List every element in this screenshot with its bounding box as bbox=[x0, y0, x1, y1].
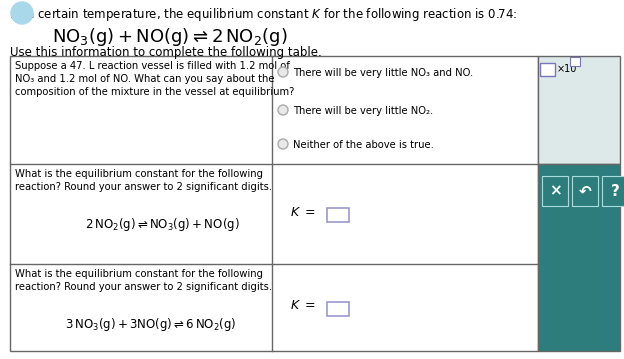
Text: At a certain temperature, the equilibrium constant $K$ for the following reactio: At a certain temperature, the equilibriu… bbox=[10, 6, 517, 23]
Text: There will be very little NO₂.: There will be very little NO₂. bbox=[293, 106, 433, 116]
Text: What is the equilibrium constant for the following
reaction? Round your answer t: What is the equilibrium constant for the… bbox=[15, 169, 272, 192]
Bar bbox=[327, 208, 349, 222]
Bar bbox=[572, 176, 598, 206]
Text: $K\;=$: $K\;=$ bbox=[290, 205, 315, 219]
Bar bbox=[538, 56, 620, 164]
Circle shape bbox=[278, 67, 288, 77]
Text: $K\;=$: $K\;=$ bbox=[290, 299, 315, 312]
Bar bbox=[542, 176, 568, 206]
Bar bbox=[327, 302, 349, 316]
Text: $2\,\mathrm{NO_2(g) \rightleftharpoons NO_3(g)+NO(g)}$: $2\,\mathrm{NO_2(g) \rightleftharpoons N… bbox=[85, 216, 240, 233]
Bar bbox=[10, 56, 538, 351]
Circle shape bbox=[278, 105, 288, 115]
Circle shape bbox=[278, 139, 288, 149]
Text: Suppose a 47. L reaction vessel is filled with 1.2 mol of
NO₃ and 1.2 mol of NO.: Suppose a 47. L reaction vessel is fille… bbox=[15, 61, 295, 97]
Bar bbox=[602, 176, 624, 206]
Text: What is the equilibrium constant for the following
reaction? Round your answer t: What is the equilibrium constant for the… bbox=[15, 269, 272, 292]
Text: There will be very little NO₃ and NO.: There will be very little NO₃ and NO. bbox=[293, 68, 473, 78]
Text: ↶: ↶ bbox=[578, 183, 592, 199]
Bar bbox=[538, 164, 620, 351]
Text: $3\,\mathrm{NO_3(g)+3NO(g) \rightleftharpoons 6\,NO_2(g)}$: $3\,\mathrm{NO_3(g)+3NO(g) \rightlefthar… bbox=[65, 316, 236, 333]
Bar bbox=[540, 63, 555, 76]
Text: Neither of the above is true.: Neither of the above is true. bbox=[293, 140, 434, 150]
Text: Use this information to complete the following table.: Use this information to complete the fol… bbox=[10, 46, 322, 59]
Text: ×10: ×10 bbox=[557, 64, 577, 74]
Circle shape bbox=[11, 2, 33, 24]
Bar bbox=[570, 57, 580, 66]
Text: ×: × bbox=[548, 183, 562, 199]
Text: ?: ? bbox=[610, 183, 620, 199]
Text: $\mathrm{NO_3(g) + NO(g) \rightleftharpoons 2\,NO_2(g)}$: $\mathrm{NO_3(g) + NO(g) \rightleftharpo… bbox=[52, 26, 288, 48]
